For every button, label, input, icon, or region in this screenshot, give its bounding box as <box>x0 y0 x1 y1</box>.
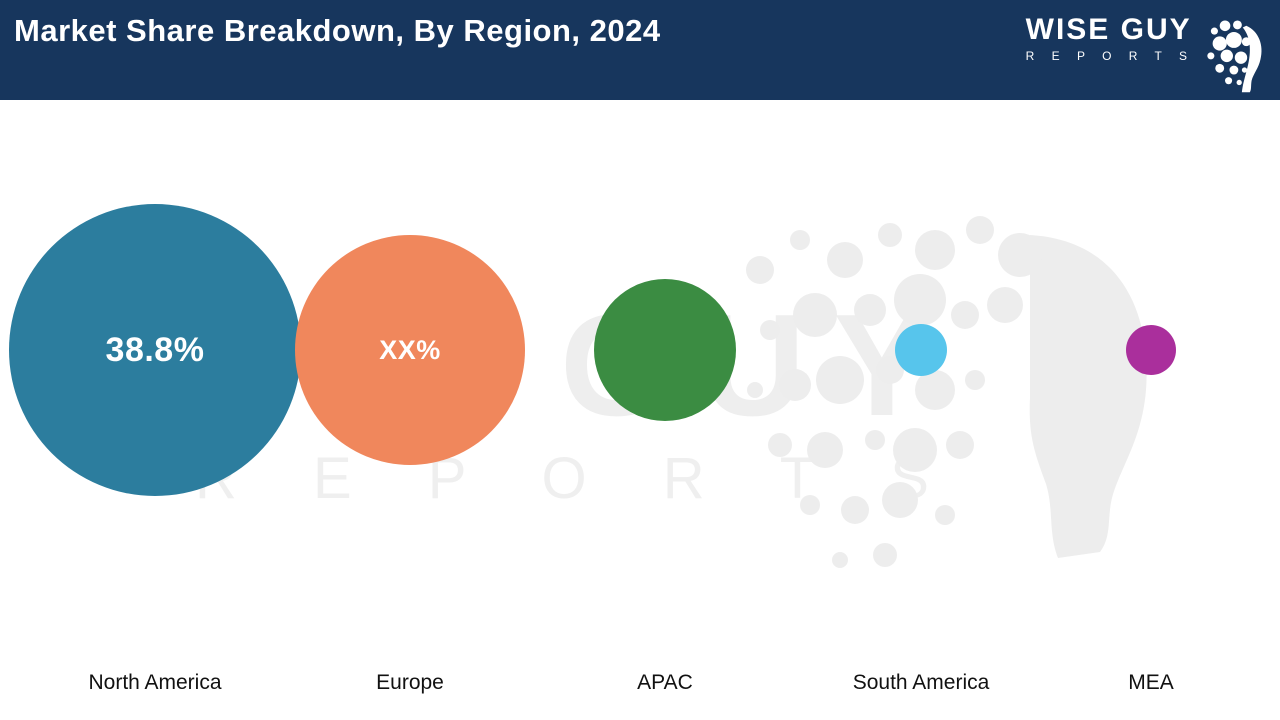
category-label-mea: MEA <box>1128 671 1174 694</box>
header: Market Share Breakdown, By Region, 2024 … <box>0 0 1280 100</box>
watermark-head-icon <box>746 216 1147 568</box>
brand-logo-text: WISE GUY R E P O R T S <box>1026 14 1194 63</box>
bubble-value-label: XX% <box>379 334 441 365</box>
bubble-mea <box>1126 325 1176 375</box>
bubble-south-america <box>895 324 947 376</box>
page-title: Market Share Breakdown, By Region, 2024 <box>14 13 661 48</box>
bubble-apac <box>594 279 736 421</box>
watermark: GUY R E P O R T S <box>195 216 1147 568</box>
bubble-north-america: 38.8% <box>9 204 301 496</box>
bubble-value-label: 38.8% <box>105 330 205 369</box>
category-label-apac: APAC <box>637 671 693 694</box>
brand-logo: WISE GUY R E P O R T S <box>1026 14 1264 96</box>
brand-name: WISE GUY <box>1025 13 1192 46</box>
category-label-north-america: North America <box>88 671 222 694</box>
category-label-south-america: South America <box>852 671 990 694</box>
brand-tagline: R E P O R T S <box>1025 48 1194 63</box>
brand-head-icon <box>1207 20 1262 93</box>
category-label-europe: Europe <box>376 671 444 694</box>
bubble-europe: XX% <box>295 235 525 465</box>
